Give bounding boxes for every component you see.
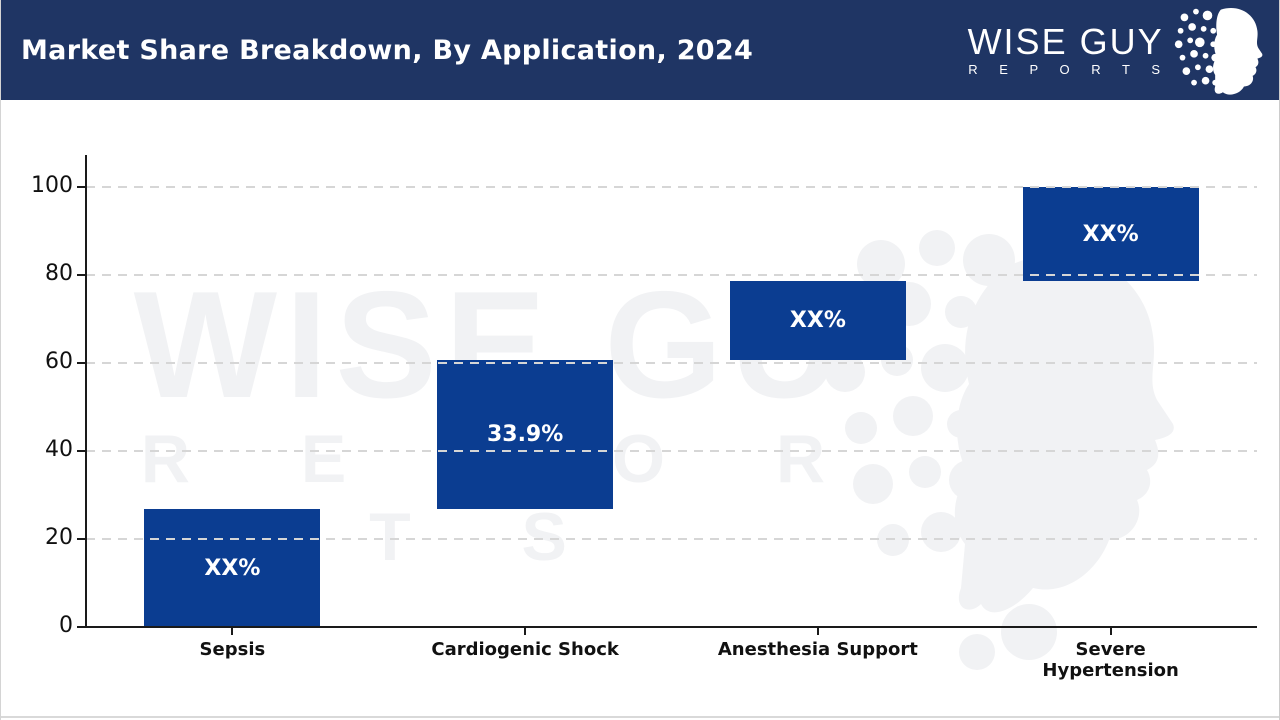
y-tick-label-20: 20 (45, 525, 73, 550)
x-tick-label-line: Severe (1075, 639, 1146, 660)
gridline-20 (86, 538, 1257, 540)
y-tick-0 (77, 626, 85, 628)
y-tick-20 (77, 538, 85, 540)
bar-value-label: 33.9% (486, 421, 564, 447)
y-tick-40 (77, 450, 85, 452)
x-tick-label-line: Sepsis (199, 639, 266, 660)
bar-value-label: XX% (204, 555, 261, 581)
x-tick-label-line: Anesthesia Support (717, 639, 918, 660)
x-tick-label-2: Anesthesia Support (698, 639, 938, 660)
x-axis (85, 626, 1257, 628)
bar-sepsis: XX% (144, 509, 321, 627)
bar-value-label: XX% (789, 308, 846, 334)
y-tick-label-80: 80 (45, 261, 73, 286)
bar-cardiogenic-shock: 33.9% (437, 359, 614, 510)
logo-text: WISE GUY R E P O R T S (962, 20, 1169, 77)
x-tick-label-line: Hypertension (1042, 660, 1179, 681)
bar-severe-hypertension: XX% (1022, 187, 1199, 282)
y-tick-100 (77, 186, 85, 188)
bar-value-label: XX% (1082, 221, 1139, 247)
gridline-80 (86, 274, 1257, 276)
x-tick-label-0: Sepsis (112, 639, 352, 660)
x-tick-label-3: Severe Hypertension (991, 639, 1231, 681)
x-tick-label-line: Cardiogenic Shock (431, 639, 619, 660)
page-title: Market Share Breakdown, By Application, … (21, 34, 754, 66)
chart-area: WISE GU R E P O R T S 020406080100XX%Sep… (1, 100, 1279, 720)
x-tick-3 (1109, 627, 1112, 635)
y-tick-60 (77, 362, 85, 364)
x-tick-1 (524, 627, 527, 635)
gridline-100 (86, 186, 1257, 188)
gridline-40 (86, 450, 1257, 452)
logo-wordmark: WISE GUY (967, 20, 1164, 62)
x-tick-2 (816, 627, 819, 635)
y-tick-label-0: 0 (59, 613, 73, 638)
y-tick-label-40: 40 (45, 437, 73, 462)
x-tick-0 (231, 627, 234, 635)
bar-anesthesia-support: XX% (729, 281, 906, 360)
wiseguy-logo: WISE GUY R E P O R T S (962, 0, 1267, 100)
y-tick-label-100: 100 (31, 173, 73, 198)
y-tick-80 (77, 274, 85, 276)
logo-subtext: R E P O R T S (968, 61, 1169, 77)
x-tick-label-1: Cardiogenic Shock (405, 639, 645, 660)
gridline-60 (86, 362, 1257, 364)
y-tick-label-60: 60 (45, 349, 73, 374)
y-axis (85, 155, 87, 628)
logo-head-icon (1174, 8, 1263, 95)
header: Market Share Breakdown, By Application, … (1, 0, 1279, 100)
